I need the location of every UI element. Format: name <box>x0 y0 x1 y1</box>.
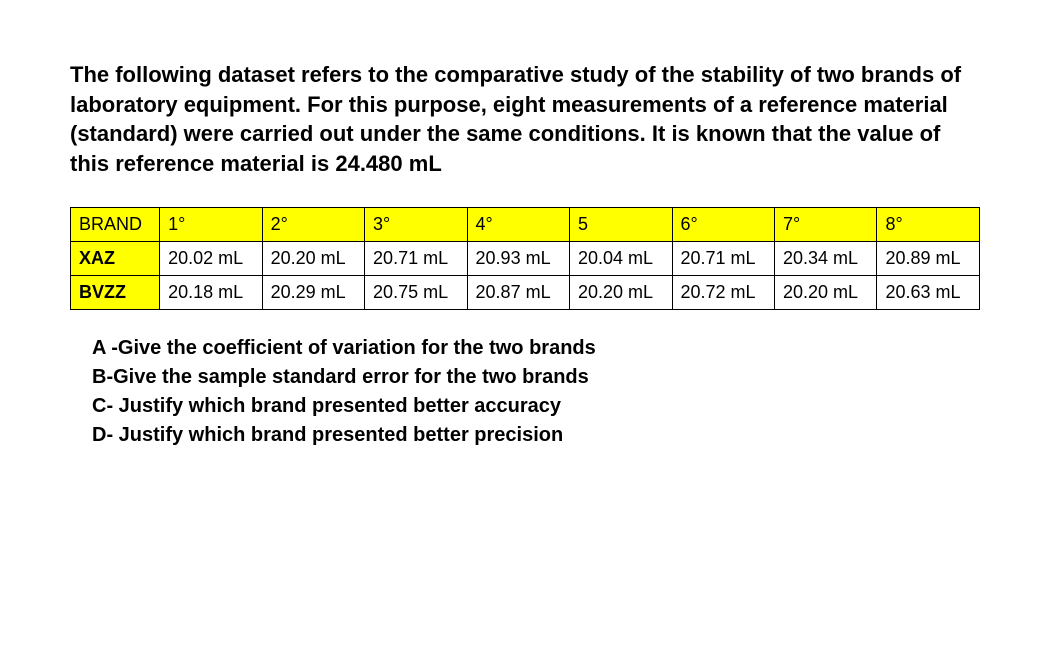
cell: 20.04 mL <box>570 241 672 275</box>
question-c: C- Justify which brand presented better … <box>92 392 980 421</box>
cell: 20.18 mL <box>160 275 262 309</box>
header-col-4: 4° <box>467 207 569 241</box>
questions-block: A -Give the coefficient of variation for… <box>70 334 980 450</box>
question-b: B-Give the sample standard error for the… <box>92 363 980 392</box>
cell: 20.20 mL <box>570 275 672 309</box>
intro-paragraph: The following dataset refers to the comp… <box>70 60 980 179</box>
cell: 20.71 mL <box>365 241 467 275</box>
question-d: D- Justify which brand presented better … <box>92 421 980 450</box>
cell: 20.72 mL <box>672 275 774 309</box>
header-col-3: 3° <box>365 207 467 241</box>
header-brand: BRAND <box>71 207 160 241</box>
question-a: A -Give the coefficient of variation for… <box>92 334 980 363</box>
table-header-row: BRAND 1° 2° 3° 4° 5 6° 7° 8° <box>71 207 980 241</box>
table-row: XAZ 20.02 mL 20.20 mL 20.71 mL 20.93 mL … <box>71 241 980 275</box>
row-label-bvzz: BVZZ <box>71 275 160 309</box>
header-col-8: 8° <box>877 207 980 241</box>
header-col-2: 2° <box>262 207 364 241</box>
header-col-7: 7° <box>774 207 876 241</box>
data-table: BRAND 1° 2° 3° 4° 5 6° 7° 8° XAZ 20.02 m… <box>70 207 980 310</box>
table-row: BVZZ 20.18 mL 20.29 mL 20.75 mL 20.87 mL… <box>71 275 980 309</box>
cell: 20.20 mL <box>262 241 364 275</box>
cell: 20.71 mL <box>672 241 774 275</box>
header-col-6: 6° <box>672 207 774 241</box>
cell: 20.63 mL <box>877 275 980 309</box>
cell: 20.75 mL <box>365 275 467 309</box>
header-col-5: 5 <box>570 207 672 241</box>
cell: 20.89 mL <box>877 241 980 275</box>
row-label-xaz: XAZ <box>71 241 160 275</box>
cell: 20.87 mL <box>467 275 569 309</box>
cell: 20.02 mL <box>160 241 262 275</box>
cell: 20.20 mL <box>774 275 876 309</box>
cell: 20.34 mL <box>774 241 876 275</box>
cell: 20.93 mL <box>467 241 569 275</box>
header-col-1: 1° <box>160 207 262 241</box>
cell: 20.29 mL <box>262 275 364 309</box>
